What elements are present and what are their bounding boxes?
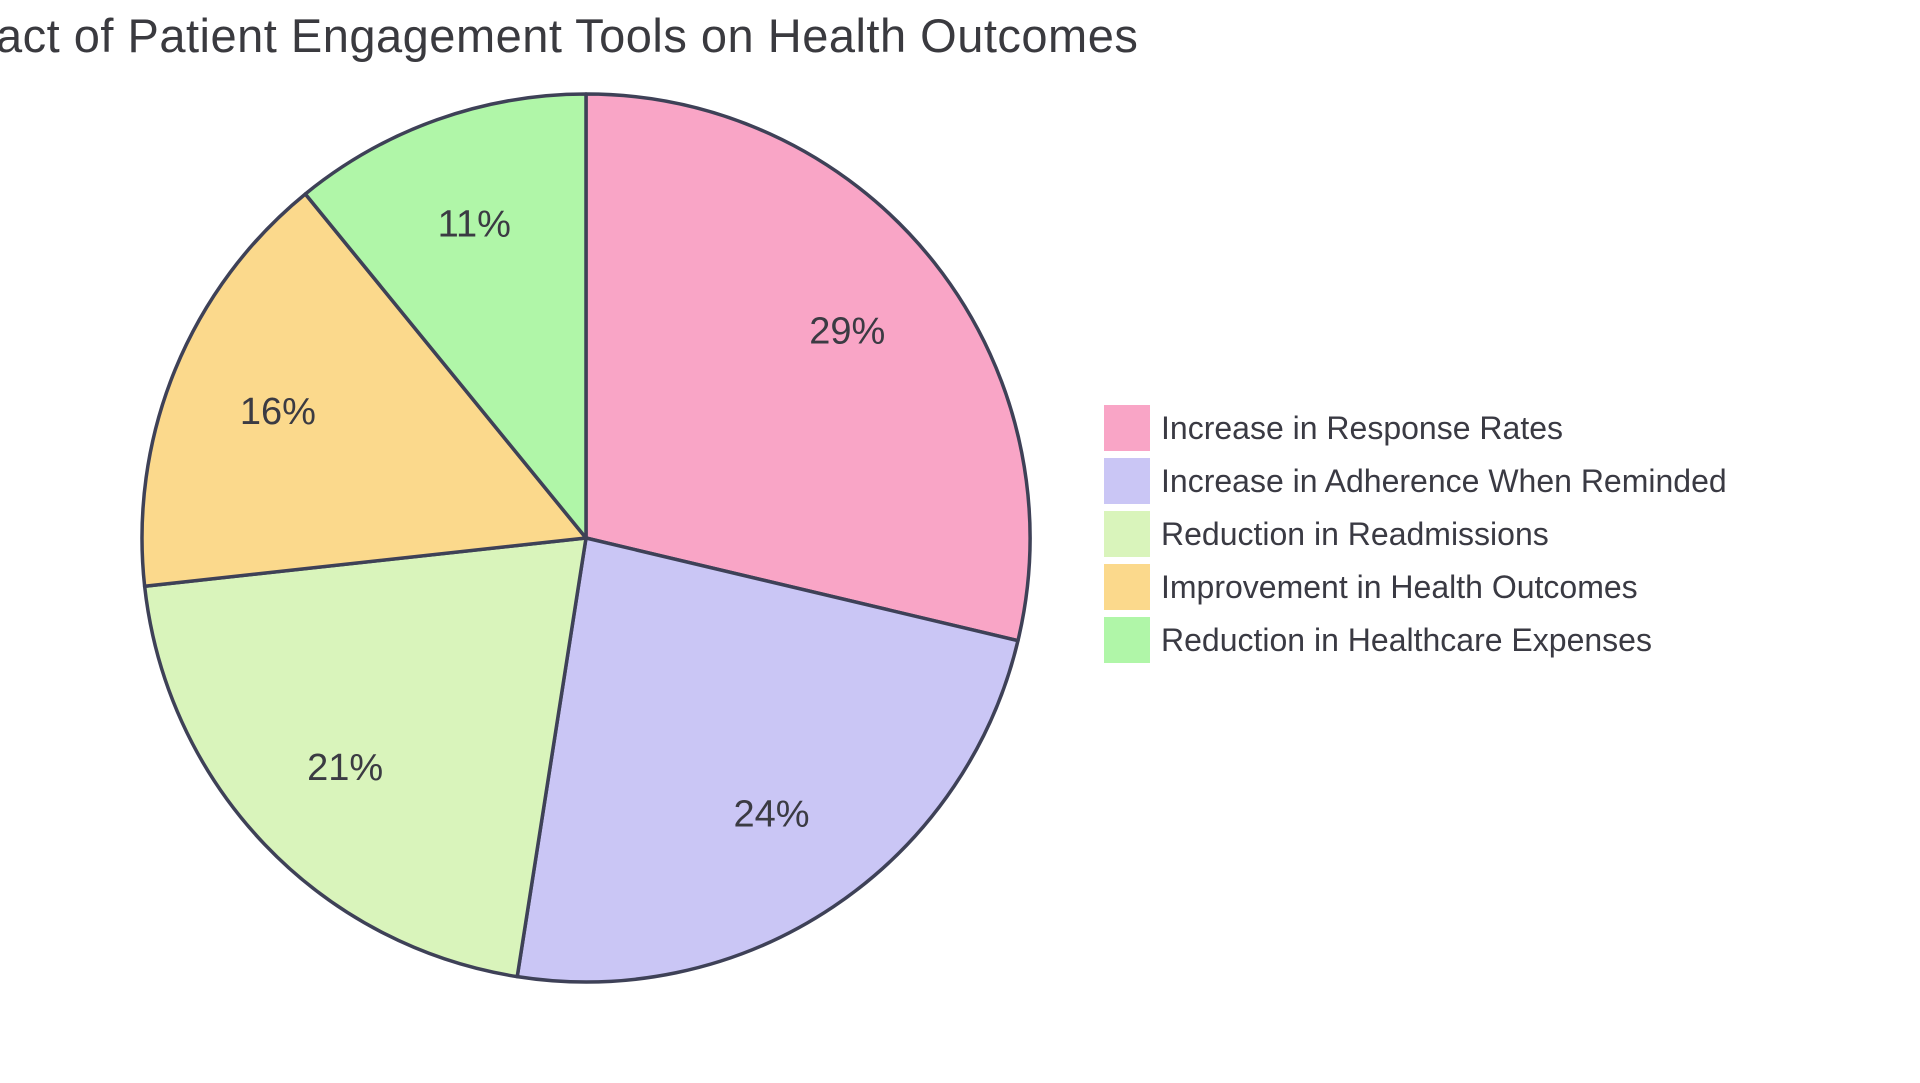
legend-item-label: Improvement in Health Outcomes (1161, 569, 1638, 605)
pie-slice-5 (303, 92, 588, 540)
legend-item-label: Reduction in Readmissions (1161, 516, 1549, 552)
legend-item-3: Reduction in Readmissions (1104, 511, 1727, 557)
legend-item-label: Increase in Response Rates (1161, 410, 1563, 446)
legend: Increase in Response Rates Increase in Ad… (1104, 405, 1727, 670)
legend-swatch-icon (1104, 617, 1150, 663)
pie-slice-2 (515, 536, 1020, 984)
pie-slice-percent-label-2: 24% (733, 794, 809, 836)
pie-slice-percent-label-1: 29% (809, 311, 885, 353)
chart-title: act of Patient Engagement Tools on Healt… (0, 9, 1139, 62)
legend-swatch-icon (1104, 564, 1150, 610)
pie-slice-percent-label-4: 16% (240, 391, 316, 433)
legend-item-2: Increase in Adherence When Reminded (1104, 458, 1727, 504)
legend-swatch-icon (1104, 405, 1150, 451)
pie-slice-4 (140, 192, 588, 588)
pie-slice-percent-label-5: 11% (438, 203, 511, 245)
pie-slice-3 (142, 536, 588, 979)
legend-item-4: Improvement in Health Outcomes (1104, 564, 1727, 610)
pie-slice-1 (584, 92, 1032, 643)
legend-item-1: Increase in Response Rates (1104, 405, 1727, 451)
legend-item-label: Increase in Adherence When Reminded (1161, 463, 1727, 499)
legend-item-5: Reduction in Healthcare Expenses (1104, 617, 1727, 663)
pie-slice-percent-label-3: 21% (307, 747, 383, 789)
legend-swatch-icon (1104, 458, 1150, 504)
legend-swatch-icon (1104, 511, 1150, 557)
legend-item-label: Reduction in Healthcare Expenses (1161, 622, 1652, 658)
